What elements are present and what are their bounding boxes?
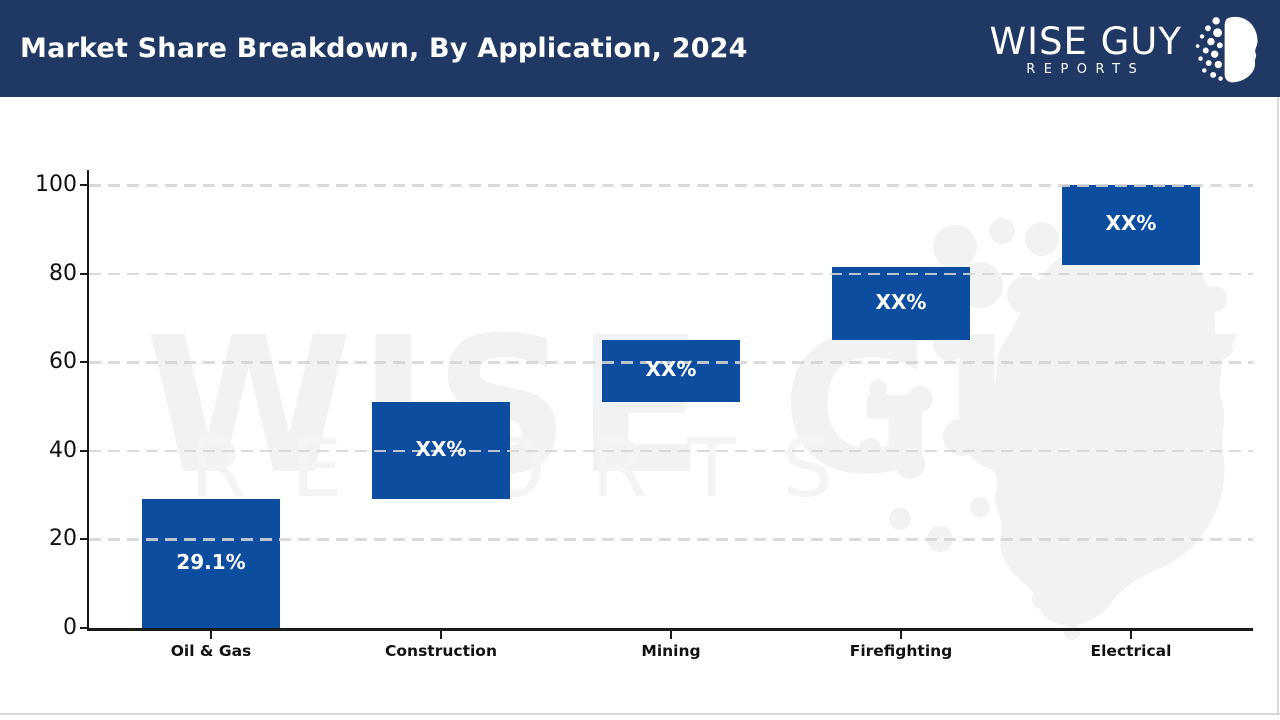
y-tick-label-80: 80 (49, 260, 77, 286)
page-title: Market Share Breakdown, By Application, … (20, 33, 748, 64)
plot-area: WISE GUY REPORTS 0 20 40 60 80 100 29.1% Oil & … (0, 97, 1280, 720)
x-category-label-Mining: Mining (641, 642, 701, 660)
logo-line2: REPORTS (1026, 61, 1146, 77)
x-tick-Mining (670, 631, 672, 639)
bar-Firefighting (832, 266, 970, 341)
logo-head-icon (1195, 16, 1258, 83)
y-tick-100 (80, 184, 87, 186)
gridline-60 (89, 361, 1253, 364)
y-tick-0 (80, 627, 87, 629)
x-category-label-Oil & Gas: Oil & Gas (170, 642, 252, 660)
bar-label-Construction: XX% (415, 436, 467, 461)
bar-label-Oil & Gas: 29.1% (176, 549, 246, 574)
x-tick-Construction (440, 631, 442, 639)
x-category-label-Construction: Construction (385, 642, 497, 660)
y-axis-line (87, 170, 89, 630)
y-tick-label-20: 20 (49, 526, 77, 552)
bar-Electrical (1062, 185, 1200, 265)
y-tick-label-40: 40 (49, 437, 77, 463)
gridline-40 (89, 449, 1253, 453)
bar-label-Firefighting: XX% (875, 289, 927, 314)
y-tick-20 (80, 538, 87, 541)
bar-Oil & Gas (142, 499, 280, 628)
x-category-label-Firefighting: Firefighting (849, 642, 953, 660)
y-tick-label-60: 60 (49, 349, 77, 375)
x-tick-Electrical (1130, 631, 1132, 639)
y-tick-60 (80, 361, 87, 364)
gridline-100 (89, 184, 1253, 187)
x-axis-line (87, 628, 1253, 631)
right-edge-line (1277, 97, 1279, 715)
bar-Mining (602, 340, 740, 403)
y-tick-40 (80, 449, 87, 452)
watermark-text-reports: REPORTS (190, 422, 879, 515)
logo-line1: WISE GUY (989, 19, 1182, 63)
y-tick-label-0: 0 (63, 615, 77, 640)
x-category-label-Electrical: Electrical (1090, 642, 1172, 660)
y-tick-label-100: 100 (35, 172, 77, 197)
logo-text: WISE GUY REPORTS (990, 23, 1182, 76)
bar-label-Electrical: XX% (1105, 210, 1157, 235)
header-bar: Market Share Breakdown, By Application, … (0, 0, 1280, 97)
x-tick-Firefighting (900, 631, 902, 639)
wise-guy-reports-logo: WISE GUY REPORTS (990, 8, 1262, 90)
bar-label-Mining: XX% (645, 357, 697, 382)
x-tick-Oil & Gas (210, 631, 212, 639)
y-tick-80 (80, 272, 87, 275)
gridline-20 (89, 538, 1253, 541)
bottom-edge-line (0, 713, 1280, 715)
gridline-80 (89, 272, 1253, 276)
